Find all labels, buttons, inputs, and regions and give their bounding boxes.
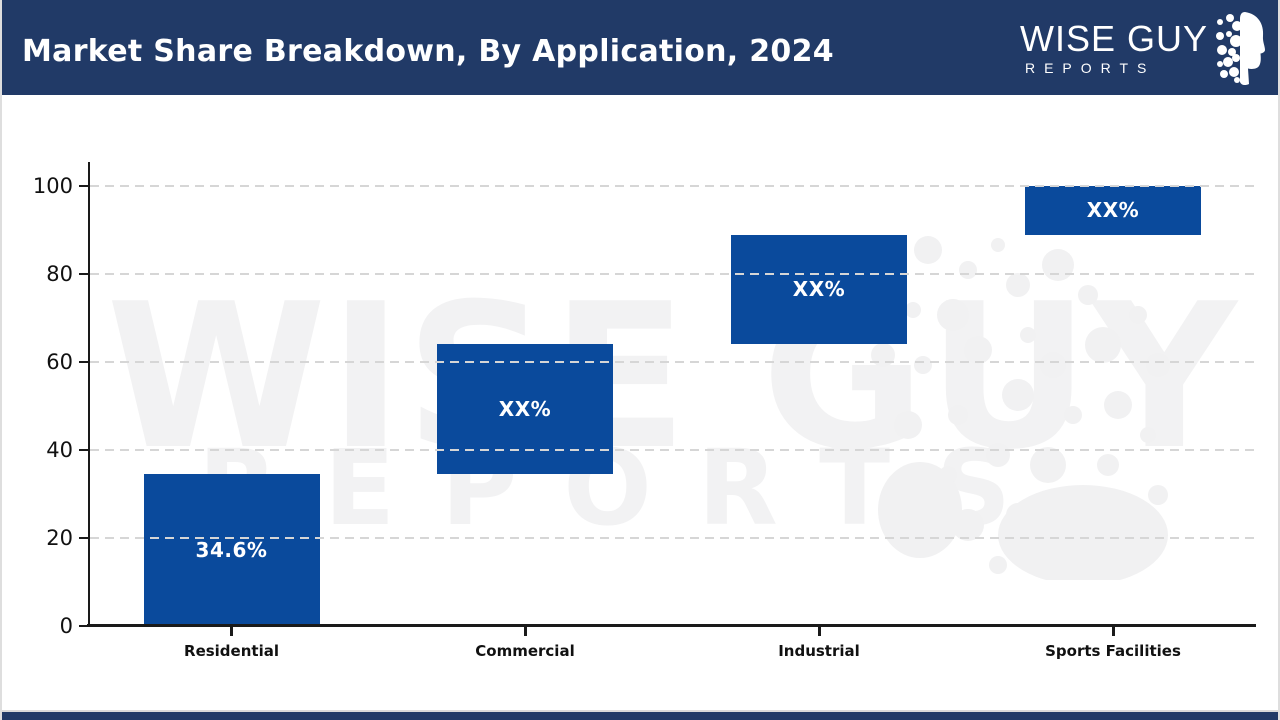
gridline: [90, 537, 1256, 539]
x-axis-line: [87, 624, 1256, 627]
x-category-label: Commercial: [475, 642, 575, 660]
x-tick-mark: [230, 627, 233, 636]
gridline: [90, 449, 1256, 451]
y-tick-mark: [79, 361, 88, 363]
bar-industrial: XX%: [731, 234, 907, 344]
x-tick-mark: [817, 627, 821, 636]
dotted-head-icon: [1216, 11, 1265, 85]
bar-sports-facilities: XX%: [1025, 186, 1201, 235]
y-tick-mark: [79, 625, 88, 627]
y-axis-line: [88, 162, 90, 627]
y-tick-label: 60: [46, 350, 73, 374]
header-band: Market Share Breakdown, By Application, …: [2, 0, 1278, 95]
bar-value-label: 34.6%: [195, 537, 268, 562]
x-tick-mark: [1111, 627, 1115, 636]
x-category-label: Industrial: [778, 642, 860, 660]
y-tick-mark: [79, 273, 88, 275]
gridline: [90, 185, 1256, 187]
footer-band: [2, 710, 1278, 720]
x-category-label: Sports Facilities: [1045, 642, 1181, 660]
x-category-label: Residential: [184, 642, 279, 660]
bar-value-label: XX%: [792, 277, 846, 302]
y-tick-mark: [79, 449, 88, 451]
bar-commercial: XX%: [437, 343, 613, 474]
x-tick-mark: [523, 627, 527, 636]
gridline: [90, 273, 1256, 275]
bar-residential: 34.6%: [143, 473, 320, 626]
y-tick-label: 100: [32, 174, 73, 198]
brand-subtitle: REPORTS: [1024, 59, 1156, 76]
y-tick-label: 0: [59, 614, 73, 638]
y-tick-mark: [79, 185, 88, 187]
gridline: [90, 361, 1256, 363]
chart-title: Market Share Breakdown, By Application, …: [22, 34, 834, 69]
bar-value-label: XX%: [498, 396, 552, 421]
watermark-brand-text: WISE GUY: [106, 261, 1239, 494]
brand-logo: WISE GUY REPORTS: [1020, 10, 1266, 86]
y-tick-label: 40: [46, 438, 73, 462]
brand-name: WISE GUY: [1019, 17, 1208, 59]
brand-logo-text: WISE GUY REPORTS: [1019, 17, 1208, 76]
bar-value-label: XX%: [1086, 198, 1140, 223]
y-tick-label: 20: [46, 526, 73, 550]
y-tick-label: 80: [46, 262, 73, 286]
y-tick-mark: [79, 537, 88, 539]
